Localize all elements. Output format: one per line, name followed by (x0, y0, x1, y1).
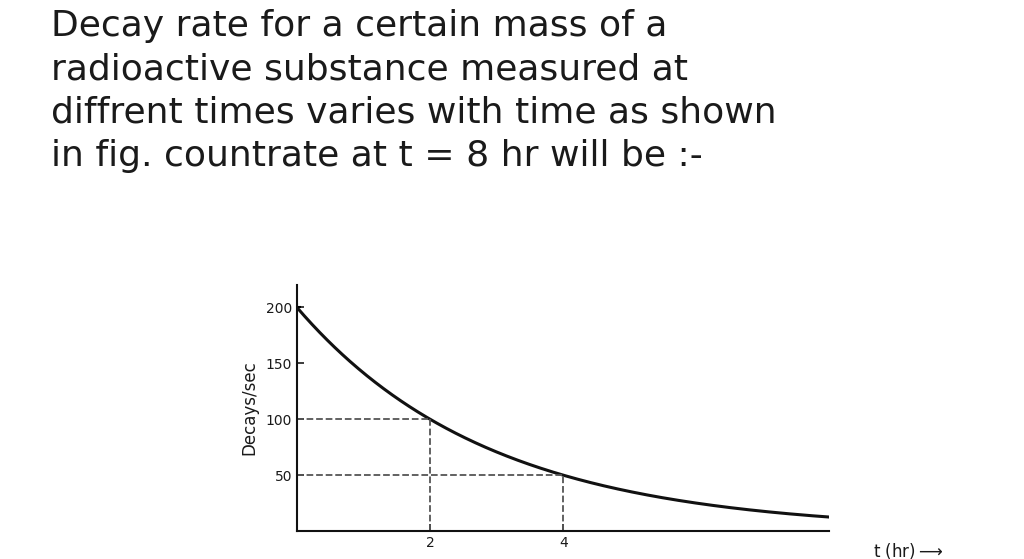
Text: t (hr)$\longrightarrow$: t (hr)$\longrightarrow$ (872, 541, 943, 559)
Y-axis label: Decays/sec: Decays/sec (241, 361, 259, 456)
Text: Decay rate for a certain mass of a
radioactive substance measured at
diffrent ti: Decay rate for a certain mass of a radio… (51, 9, 777, 173)
